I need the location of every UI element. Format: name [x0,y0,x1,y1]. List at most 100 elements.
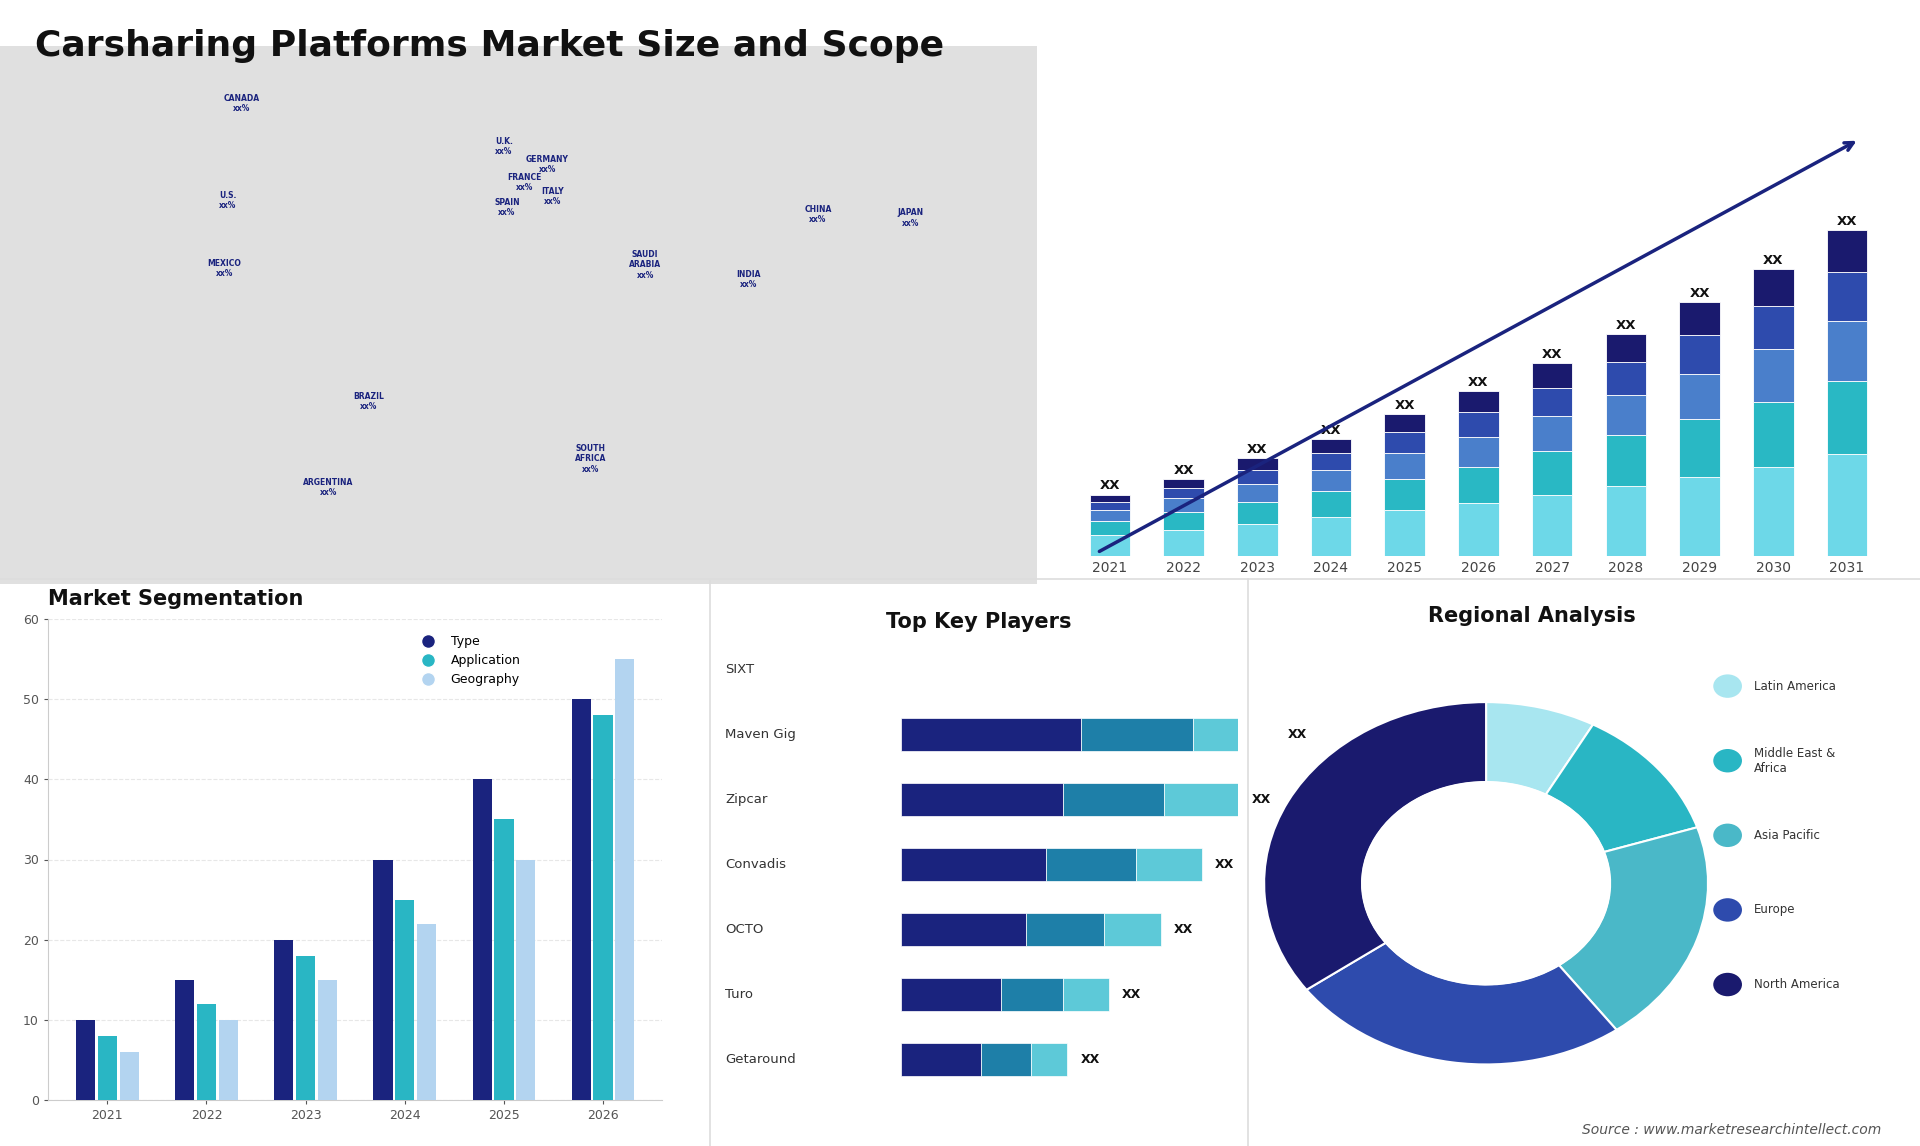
Text: SAUDI
ARABIA
xx%: SAUDI ARABIA xx% [630,250,660,280]
Text: North America: North America [1753,978,1839,991]
Text: JAPAN
xx%: JAPAN xx% [897,209,924,228]
Bar [1532,363,1572,387]
Text: XX: XX [1837,215,1857,228]
Bar [902,979,1000,1011]
Text: Getaround: Getaround [726,1053,797,1066]
Bar [1089,520,1131,535]
Bar [1064,784,1164,816]
Wedge shape [1486,702,1594,794]
Bar [1164,499,1204,512]
Bar [1089,535,1131,556]
Bar [98,1036,117,1100]
Wedge shape [1263,702,1486,990]
Text: MARKET
RESEARCH
INTELLECT: MARKET RESEARCH INTELLECT [1847,58,1897,92]
Text: XX: XX [1542,348,1563,361]
Bar [1164,479,1204,487]
Circle shape [1713,973,1741,996]
Legend: Type, Application, Geography: Type, Application, Geography [411,630,526,691]
Text: Regional Analysis: Regional Analysis [1428,606,1636,626]
Circle shape [1713,898,1741,921]
Text: OCTO: OCTO [726,924,764,936]
Bar [1605,435,1645,486]
Wedge shape [1546,724,1697,851]
Bar [1046,848,1137,881]
Bar [1025,913,1104,947]
Text: Latin America: Latin America [1753,680,1836,692]
Text: XX: XX [1763,254,1784,267]
Text: XX: XX [1394,399,1415,413]
Text: Top Key Players: Top Key Players [887,612,1071,631]
Text: CANADA
xx%: CANADA xx% [225,94,259,113]
Text: SIXT: SIXT [726,664,755,676]
Bar [1605,486,1645,556]
Bar [981,1044,1031,1076]
Bar [1164,487,1204,499]
Bar [1000,979,1064,1011]
Bar [119,1052,138,1100]
Bar [1457,437,1500,466]
Bar [1311,453,1352,470]
Bar [614,659,634,1100]
Bar [1753,402,1793,466]
Wedge shape [1559,827,1709,1030]
Bar [1384,432,1425,453]
Circle shape [1713,674,1741,698]
Text: MEXICO
xx%: MEXICO xx% [207,259,242,278]
Bar [1236,484,1277,502]
Bar [1753,269,1793,306]
Bar [1680,419,1720,477]
Bar [1457,413,1500,437]
Bar [1826,273,1868,321]
Text: U.S.
xx%: U.S. xx% [219,190,236,210]
Bar [1311,470,1352,492]
Bar [1532,387,1572,416]
Bar [902,719,1081,751]
Bar [1457,503,1500,556]
Bar [1384,510,1425,556]
Bar [472,779,492,1100]
Bar [1031,1044,1068,1076]
Text: XX: XX [1081,1053,1100,1066]
Bar [572,699,591,1100]
Polygon shape [1661,41,1832,125]
Bar [1532,416,1572,450]
Text: Turo: Turo [726,988,753,1002]
Text: Market Segmentation: Market Segmentation [48,589,303,609]
Text: FRANCE
xx%: FRANCE xx% [507,173,541,193]
Bar [1826,321,1868,380]
Bar [1236,458,1277,470]
Bar [1384,414,1425,432]
Bar [1457,466,1500,503]
Bar [1311,492,1352,517]
Text: Source : www.marketresearchintellect.com: Source : www.marketresearchintellect.com [1582,1123,1882,1137]
Bar [902,784,1064,816]
Bar [1457,392,1500,413]
Text: SPAIN
xx%: SPAIN xx% [493,198,520,217]
Bar [1680,336,1720,374]
Bar [198,1004,217,1100]
Text: CHINA
xx%: CHINA xx% [804,205,831,225]
Circle shape [1713,824,1741,847]
Bar [1680,303,1720,336]
Bar [1104,913,1160,947]
Text: XX: XX [1321,424,1342,437]
Circle shape [1713,749,1741,772]
Bar [902,1044,981,1076]
Text: Europe: Europe [1753,903,1795,917]
Text: XX: XX [1690,288,1711,300]
Bar [593,715,612,1100]
Bar [1236,502,1277,525]
Bar [1680,374,1720,419]
Text: Asia Pacific: Asia Pacific [1753,829,1820,842]
Bar [1605,362,1645,395]
Bar [1192,719,1275,751]
Text: XX: XX [1173,464,1194,477]
Bar [1384,453,1425,479]
Bar [1164,784,1238,816]
Bar [219,1020,238,1100]
Bar [1532,495,1572,556]
Bar [417,924,436,1100]
Bar [1081,719,1192,751]
Bar [275,940,294,1100]
Polygon shape [1701,80,1791,125]
